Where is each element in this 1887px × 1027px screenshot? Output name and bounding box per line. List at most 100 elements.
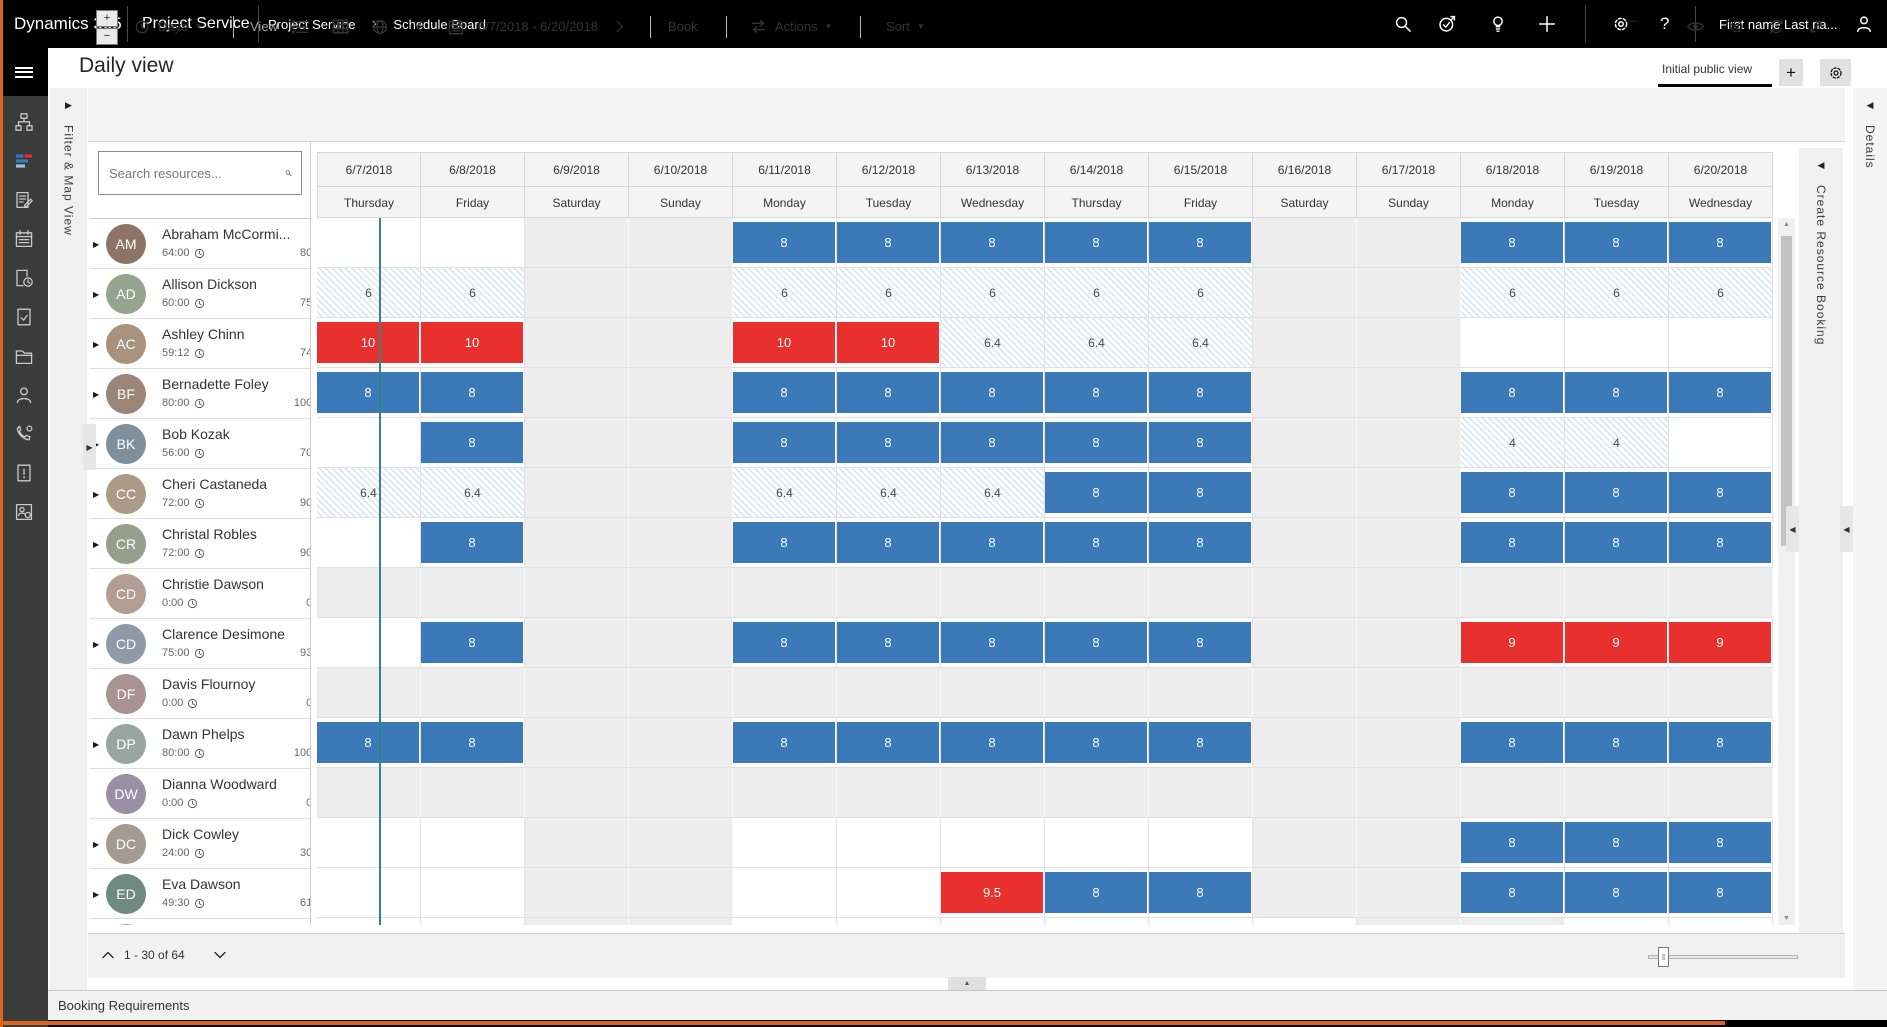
expand-left-icon[interactable]: ◀: [1817, 160, 1825, 170]
grid-cell-off[interactable]: [629, 768, 733, 817]
grid-cell-off[interactable]: [629, 718, 733, 767]
booked-block[interactable]: 8: [733, 372, 835, 413]
grid-cell-empty[interactable]: [421, 868, 525, 917]
booked-block[interactable]: 8: [1045, 222, 1147, 263]
scrollbar-thumb[interactable]: [1781, 236, 1792, 546]
booked-block[interactable]: 8: [317, 372, 419, 413]
add-icon[interactable]: [1538, 15, 1556, 33]
grid-cell-off[interactable]: [525, 468, 629, 517]
resource-row[interactable]: CD Christie Dawson 0:00 0%: [90, 569, 310, 619]
grid-cell[interactable]: [317, 918, 421, 925]
grid-cell-off[interactable]: [1565, 568, 1669, 617]
grid-cell-booked[interactable]: 8: [421, 518, 525, 567]
grid-cell-booked[interactable]: 8: [1669, 468, 1773, 517]
grid-cell-off[interactable]: [629, 568, 733, 617]
grid-cell-empty[interactable]: [317, 618, 421, 667]
grid-cell[interactable]: [1565, 918, 1669, 925]
grid-cell-off[interactable]: [629, 368, 733, 417]
booked-block[interactable]: 8: [1461, 822, 1563, 863]
grid-cell-empty[interactable]: [733, 818, 837, 867]
overbooked-block[interactable]: 9.5: [941, 872, 1043, 913]
vertical-scrollbar[interactable]: ▲ ▼: [1778, 218, 1795, 925]
calendar-picker-button[interactable]: [447, 0, 465, 53]
settings-gear-icon[interactable]: [1612, 15, 1630, 33]
booked-block[interactable]: 8: [837, 722, 939, 763]
list-view-button[interactable]: [290, 0, 310, 53]
sort-menu[interactable]: Sort ▼: [886, 0, 925, 53]
grid-cell-off[interactable]: [317, 568, 421, 617]
grid-cell-off[interactable]: [629, 818, 733, 867]
board-zoom-slider-thumb[interactable]: ‖: [1658, 947, 1669, 967]
grid-cell-empty[interactable]: [1669, 318, 1773, 367]
grid-cell-booked[interactable]: 8: [1045, 618, 1149, 667]
grid-cell-off[interactable]: [837, 568, 941, 617]
grid-cell-booked[interactable]: 8: [1149, 518, 1253, 567]
grid-cell-booked[interactable]: 8: [1045, 718, 1149, 767]
grid-cell-off[interactable]: [1357, 568, 1461, 617]
grid-cell[interactable]: [421, 918, 525, 925]
overbooked-block[interactable]: 10: [837, 322, 939, 363]
booked-block[interactable]: 8: [1149, 722, 1251, 763]
grid-cell-off[interactable]: [1253, 818, 1357, 867]
row-expander-icon[interactable]: ▶: [93, 440, 100, 449]
sidebar-item-schedule-board-icon[interactable]: [0, 141, 48, 180]
booked-block[interactable]: 8: [421, 622, 523, 663]
grid-cell-off[interactable]: [1253, 368, 1357, 417]
booked-block[interactable]: 8: [1669, 222, 1771, 263]
grid-cell-booked[interactable]: 8: [1461, 368, 1565, 417]
grid-cell-booked[interactable]: 8: [317, 368, 421, 417]
next-range-button[interactable]: [612, 0, 627, 53]
grid-cell-booked[interactable]: 8: [1045, 868, 1149, 917]
booked-block[interactable]: 8: [1045, 522, 1147, 563]
grid-cell-booked[interactable]: 8: [1669, 218, 1773, 267]
overbooked-block[interactable]: 10: [317, 322, 419, 363]
grid-cell-booked[interactable]: 8: [1045, 368, 1149, 417]
grid-cell-off[interactable]: [1357, 418, 1461, 467]
grid-cell-booked[interactable]: 8: [1149, 218, 1253, 267]
booked-block[interactable]: 8: [941, 722, 1043, 763]
breadcrumb-current[interactable]: Schedule Board: [393, 16, 486, 32]
grid-cell-off[interactable]: [837, 668, 941, 717]
grid-cell-over[interactable]: 9: [1669, 618, 1773, 667]
grid-cell-off[interactable]: [1357, 268, 1461, 317]
grid-cell-off[interactable]: [1669, 768, 1773, 817]
booked-block[interactable]: 8: [1565, 222, 1667, 263]
grid-cell-booked[interactable]: 8: [421, 368, 525, 417]
grid-cell-booked[interactable]: 8: [1461, 218, 1565, 267]
grid-cell-booked[interactable]: 8: [1565, 718, 1669, 767]
grid-cell-booked[interactable]: 8: [1461, 718, 1565, 767]
grid-cell-off[interactable]: [1149, 568, 1253, 617]
grid-cell-off[interactable]: [1461, 668, 1565, 717]
grid-cell-soft[interactable]: 6: [1149, 268, 1253, 317]
map-view-button[interactable]: [371, 0, 389, 53]
settings-button[interactable]: [1728, 0, 1745, 53]
overbooked-block[interactable]: 9: [1565, 622, 1667, 663]
help-icon[interactable]: ?: [1660, 14, 1670, 33]
booked-block[interactable]: 8: [1565, 522, 1667, 563]
grid-cell-booked[interactable]: 8: [1149, 718, 1253, 767]
grid-cell-booked[interactable]: 8: [837, 718, 941, 767]
grid-cell-off[interactable]: [1357, 818, 1461, 867]
board-settings-button[interactable]: [1820, 59, 1851, 86]
splitter-handle-left[interactable]: ▶: [83, 424, 96, 470]
resource-row[interactable]: ▶ DC Dick Cowley 24:00 30%: [90, 819, 310, 869]
row-expander-icon[interactable]: ▶: [93, 290, 100, 299]
grid-cell-off[interactable]: [1357, 318, 1461, 367]
grid-cell[interactable]: [525, 918, 629, 925]
grid-cell-booked[interactable]: 8: [733, 218, 837, 267]
grid-cell-off[interactable]: [629, 418, 733, 467]
grid-cell-empty[interactable]: [1565, 318, 1669, 367]
grid-cell-booked[interactable]: 8: [837, 618, 941, 667]
expand-bottom-panel-button[interactable]: ▲: [948, 977, 986, 990]
grid-cell-off[interactable]: [525, 718, 629, 767]
grid-cell-booked[interactable]: 8: [941, 618, 1045, 667]
grid-cell-booked[interactable]: 8: [837, 518, 941, 567]
board-zoom-slider-track[interactable]: [1648, 955, 1798, 959]
grid-cell-off[interactable]: [629, 268, 733, 317]
resource-row[interactable]: ▶ BK Bob Kozak 56:00 70%: [90, 419, 310, 469]
sidebar-item-time-entries-icon[interactable]: [0, 258, 48, 297]
grid-cell-off[interactable]: [1565, 768, 1669, 817]
grid-cell-soft[interactable]: 6: [317, 268, 421, 317]
resource-row[interactable]: ▶ AM Abraham McCormi... 64:00 80%: [90, 219, 310, 269]
booked-block[interactable]: 8: [733, 422, 835, 463]
